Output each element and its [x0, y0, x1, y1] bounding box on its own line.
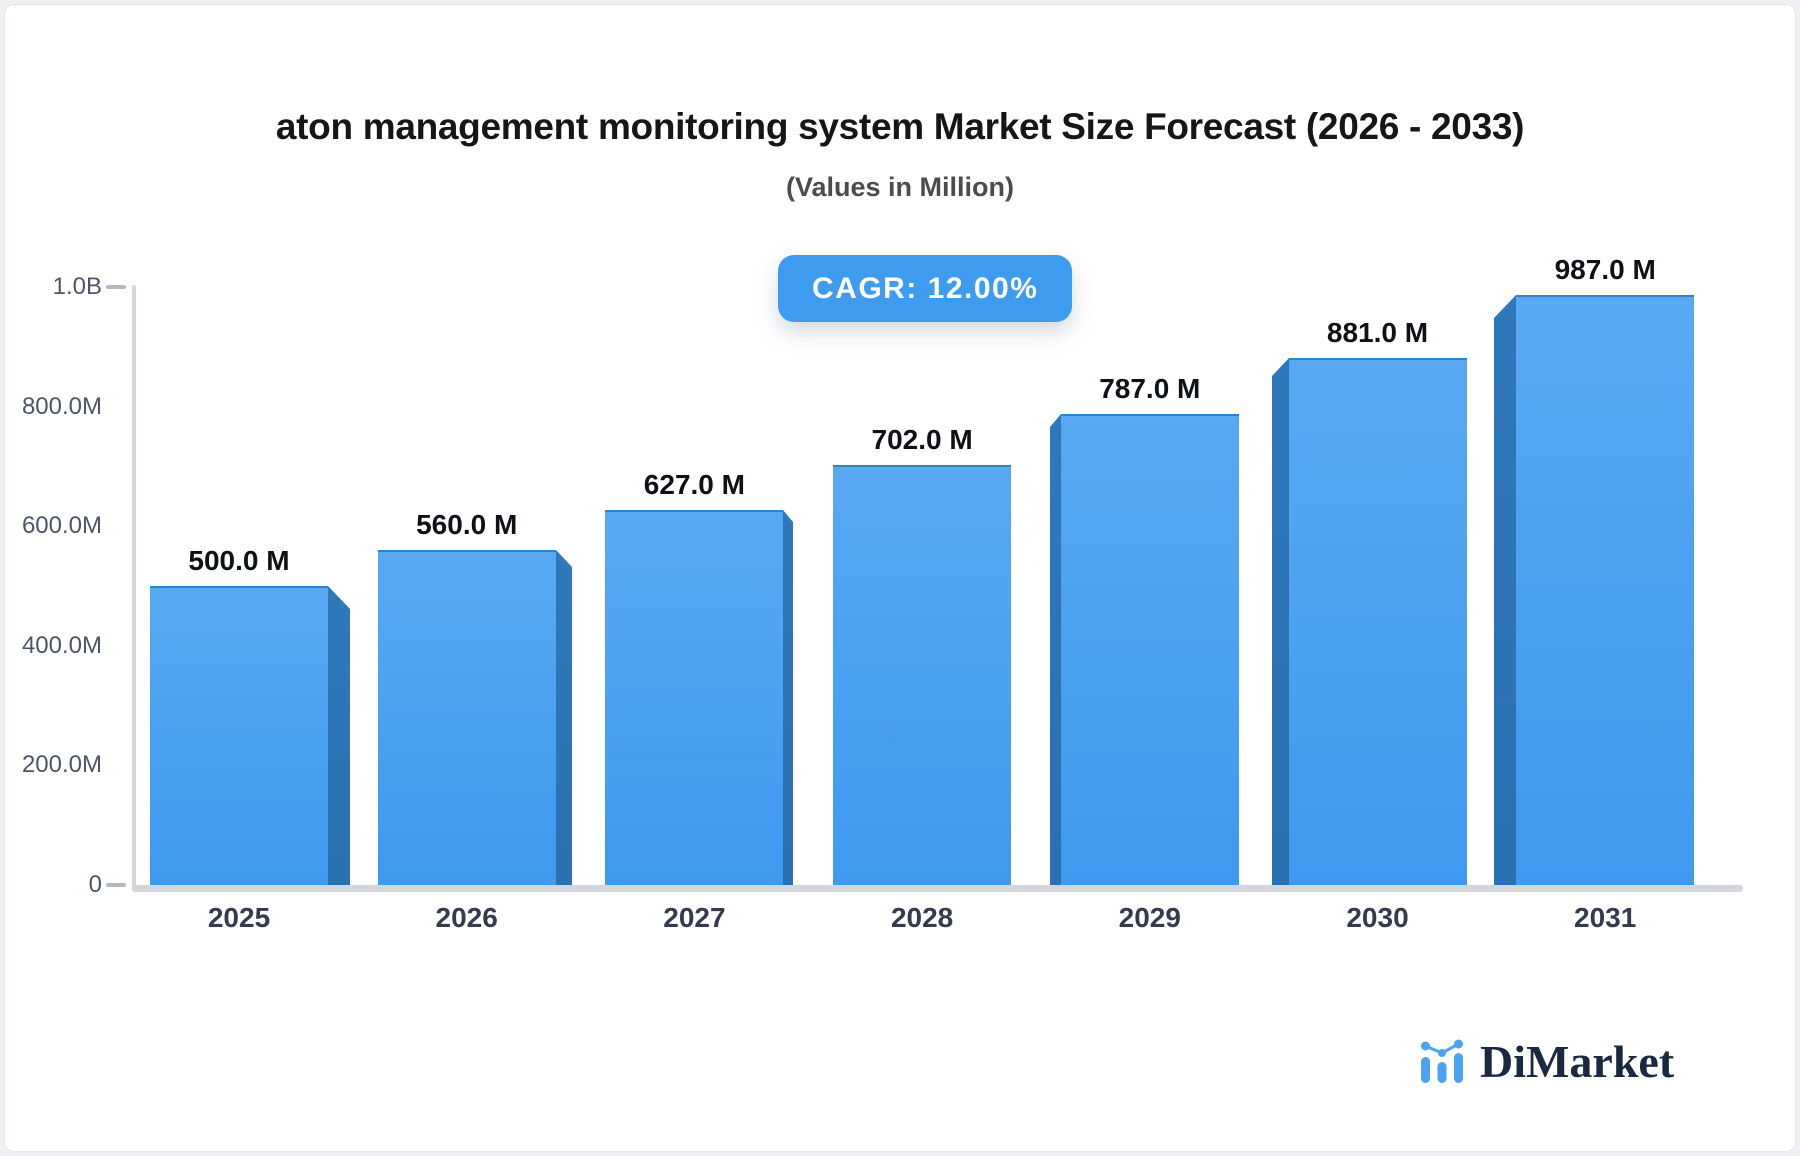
x-axis-label: 2031	[1574, 902, 1637, 933]
bar-value-label: 500.0 M	[188, 545, 290, 576]
y-axis-line	[132, 285, 136, 887]
x-axis-label: 2026	[435, 902, 498, 933]
y-axis-tick	[106, 883, 126, 887]
y-axis-label: 600.0M	[21, 512, 102, 540]
x-axis-label: 2028	[890, 902, 954, 933]
bar-side-face	[556, 550, 572, 885]
x-axis-label: 2030	[1346, 902, 1409, 933]
bar-2028	[833, 465, 1011, 885]
bar-side-face	[1272, 358, 1289, 885]
bar-value-label: 627.0 M	[643, 469, 745, 500]
bar-2026	[378, 550, 556, 885]
y-axis-tick	[106, 285, 126, 289]
bar-value-label: 987.0 M	[1554, 254, 1656, 285]
y-axis-label: 1.0B	[52, 273, 102, 300]
bar-side-face	[1050, 414, 1061, 885]
bar-value-label: 560.0 M	[416, 509, 518, 540]
bar-chart-logo-icon	[1421, 1039, 1463, 1083]
brand-name: DiMarket	[1480, 1036, 1675, 1087]
bar-2030	[1289, 358, 1467, 885]
x-axis-label: 2025	[207, 902, 271, 933]
x-axis-label: 2027	[663, 902, 726, 933]
bar-2031	[1516, 295, 1694, 885]
y-axis-label: 400.0M	[21, 631, 102, 659]
cagr-badge-label: CAGR: 12.00%	[812, 271, 1039, 305]
bar-2027	[605, 510, 783, 885]
brand-logo: DiMarket	[1418, 1038, 1674, 1086]
chart-subtitle: (Values in Million)	[785, 172, 1015, 202]
cagr-badge: CAGR: 12.00%	[778, 255, 1073, 322]
bar-value-label: 881.0 M	[1326, 317, 1429, 348]
y-axis-label: 800.0M	[21, 392, 102, 420]
bar-side-face	[328, 586, 350, 885]
bar-side-face	[783, 510, 793, 885]
bar-side-face	[1494, 295, 1516, 885]
bar-2025	[150, 586, 328, 885]
y-axis-label: 0	[88, 871, 102, 898]
chart-title: aton management monitoring system Market…	[275, 106, 1525, 147]
bar-value-label: 702.0 M	[871, 424, 973, 455]
y-axis-label: 200.0M	[21, 751, 102, 779]
x-axis-line	[132, 885, 1743, 892]
x-axis-label: 2029	[1118, 902, 1181, 933]
bar-2029	[1061, 414, 1239, 885]
bar-value-label: 787.0 M	[1099, 373, 1201, 404]
